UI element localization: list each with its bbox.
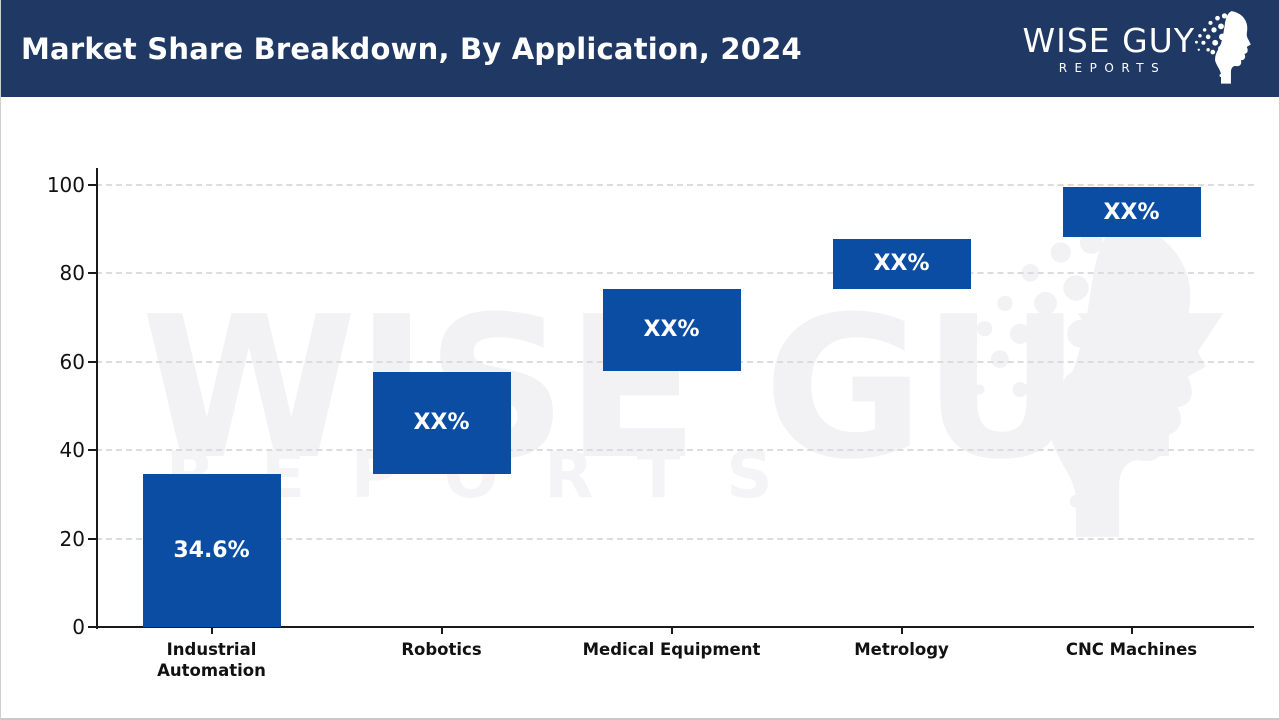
x-tick-mark xyxy=(440,627,443,634)
bar-metrology: XX% xyxy=(832,238,971,289)
gridline-100 xyxy=(96,184,1254,186)
bar-medical-equipment: XX% xyxy=(602,288,741,372)
y-tick-mark xyxy=(88,360,96,363)
header-bar: Market Share Breakdown, By Application, … xyxy=(1,0,1279,97)
y-tick-mark xyxy=(88,626,96,628)
bar-value-label: XX% xyxy=(1103,199,1160,225)
brand-logo: WISE GUY REPORTS xyxy=(1022,10,1253,86)
y-tick-mark xyxy=(88,184,96,186)
logo-wordmark: WISE GUY xyxy=(1022,20,1195,60)
y-tick-mark xyxy=(88,537,96,540)
category-label: Industrial Automation xyxy=(157,640,266,680)
y-tick-mark xyxy=(88,272,96,275)
y-tick-label: 100 xyxy=(46,173,85,197)
x-tick-mark xyxy=(670,627,673,634)
category-label: CNC Machines xyxy=(1065,640,1198,659)
y-tick-label: 40 xyxy=(59,438,85,463)
watermark-head-icon xyxy=(963,222,1206,537)
wise-guy-head-icon xyxy=(1194,10,1251,84)
y-tick-label: 60 xyxy=(59,349,85,374)
y-tick-label: 0 xyxy=(72,615,85,639)
bar-value-label: 34.6% xyxy=(173,538,250,564)
bar-robotics: XX% xyxy=(372,371,511,474)
gridline-20 xyxy=(96,537,1254,540)
category-label: Metrology xyxy=(854,640,949,659)
x-axis xyxy=(96,626,1254,628)
bar-value-label: XX% xyxy=(643,317,700,343)
gridline-40 xyxy=(96,449,1254,452)
x-tick-mark xyxy=(900,627,903,634)
chart-canvas: WISE GUY REPORTS 0 20 40 60 80 100 34.6% Indust… xyxy=(1,97,1279,718)
page-title: Market Share Breakdown, By Application, … xyxy=(21,31,802,66)
y-axis xyxy=(96,168,98,629)
y-tick-label: 80 xyxy=(59,261,85,286)
x-tick-mark xyxy=(1130,627,1133,634)
bar-value-label: XX% xyxy=(413,410,470,436)
bar-value-label: XX% xyxy=(873,251,930,277)
category-label: Robotics xyxy=(401,640,482,659)
category-label: Medical Equipment xyxy=(582,640,761,659)
y-tick-label: 20 xyxy=(59,526,85,551)
bar-industrial-automation: 34.6% xyxy=(142,474,281,627)
x-tick-mark xyxy=(210,627,213,634)
bar-cnc-machines: XX% xyxy=(1062,187,1201,238)
logo-subtitle: REPORTS xyxy=(1058,60,1167,75)
y-tick-mark xyxy=(88,449,96,452)
gridline-80 xyxy=(96,272,1254,275)
